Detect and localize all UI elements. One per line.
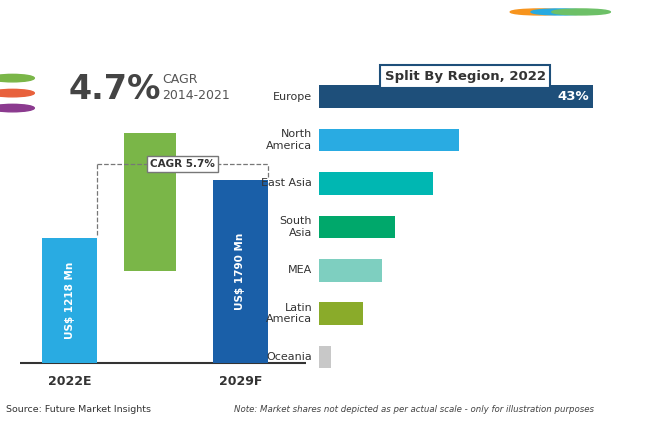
Text: Global IBC Rental Business Market Analysis 2022-: Global IBC Rental Business Market Analys… (10, 18, 498, 36)
Text: 2029F: 2029F (218, 375, 262, 388)
Bar (213, 180, 268, 363)
Bar (318, 346, 332, 369)
Text: Future Market Insights: Future Market Insights (534, 55, 604, 60)
Text: Source: Future Market Insights: Source: Future Market Insights (6, 405, 151, 414)
Text: US$ 1790 Mn: US$ 1790 Mn (235, 233, 245, 310)
Text: Note: Market shares not depicted as per actual scale - only for illustration pur: Note: Market shares not depicted as per … (234, 405, 594, 414)
Bar (318, 129, 459, 152)
Text: Oceania: Oceania (266, 352, 312, 362)
Circle shape (0, 74, 34, 82)
Text: Split By Region, 2022: Split By Region, 2022 (385, 70, 545, 83)
Bar (318, 259, 382, 282)
Text: US$ 1218 Mn: US$ 1218 Mn (65, 262, 75, 339)
Bar (318, 172, 434, 195)
Text: Latin
America: Latin America (266, 303, 312, 324)
Bar (124, 133, 176, 271)
Text: CAGR 5.7%: CAGR 5.7% (150, 159, 215, 169)
Text: 2029: 2029 (10, 30, 58, 48)
Bar (42, 238, 98, 363)
Text: CAGR
2014-2021: CAGR 2014-2021 (162, 73, 230, 102)
Circle shape (0, 104, 34, 112)
Circle shape (552, 9, 610, 15)
Text: Europe: Europe (273, 92, 312, 102)
Circle shape (0, 89, 34, 97)
Bar (318, 302, 363, 325)
Text: 4.7%: 4.7% (69, 73, 161, 106)
Circle shape (531, 9, 590, 15)
Text: East Asia: East Asia (261, 178, 312, 188)
Text: 43%: 43% (558, 90, 590, 103)
Text: North
America: North America (266, 129, 312, 151)
Bar (318, 216, 395, 238)
Text: South
Asia: South Asia (280, 216, 312, 238)
Text: 2022E: 2022E (48, 375, 92, 388)
Text: fmi: fmi (549, 20, 589, 40)
Text: MEA: MEA (288, 265, 312, 275)
Circle shape (510, 9, 569, 15)
Bar (318, 85, 593, 108)
